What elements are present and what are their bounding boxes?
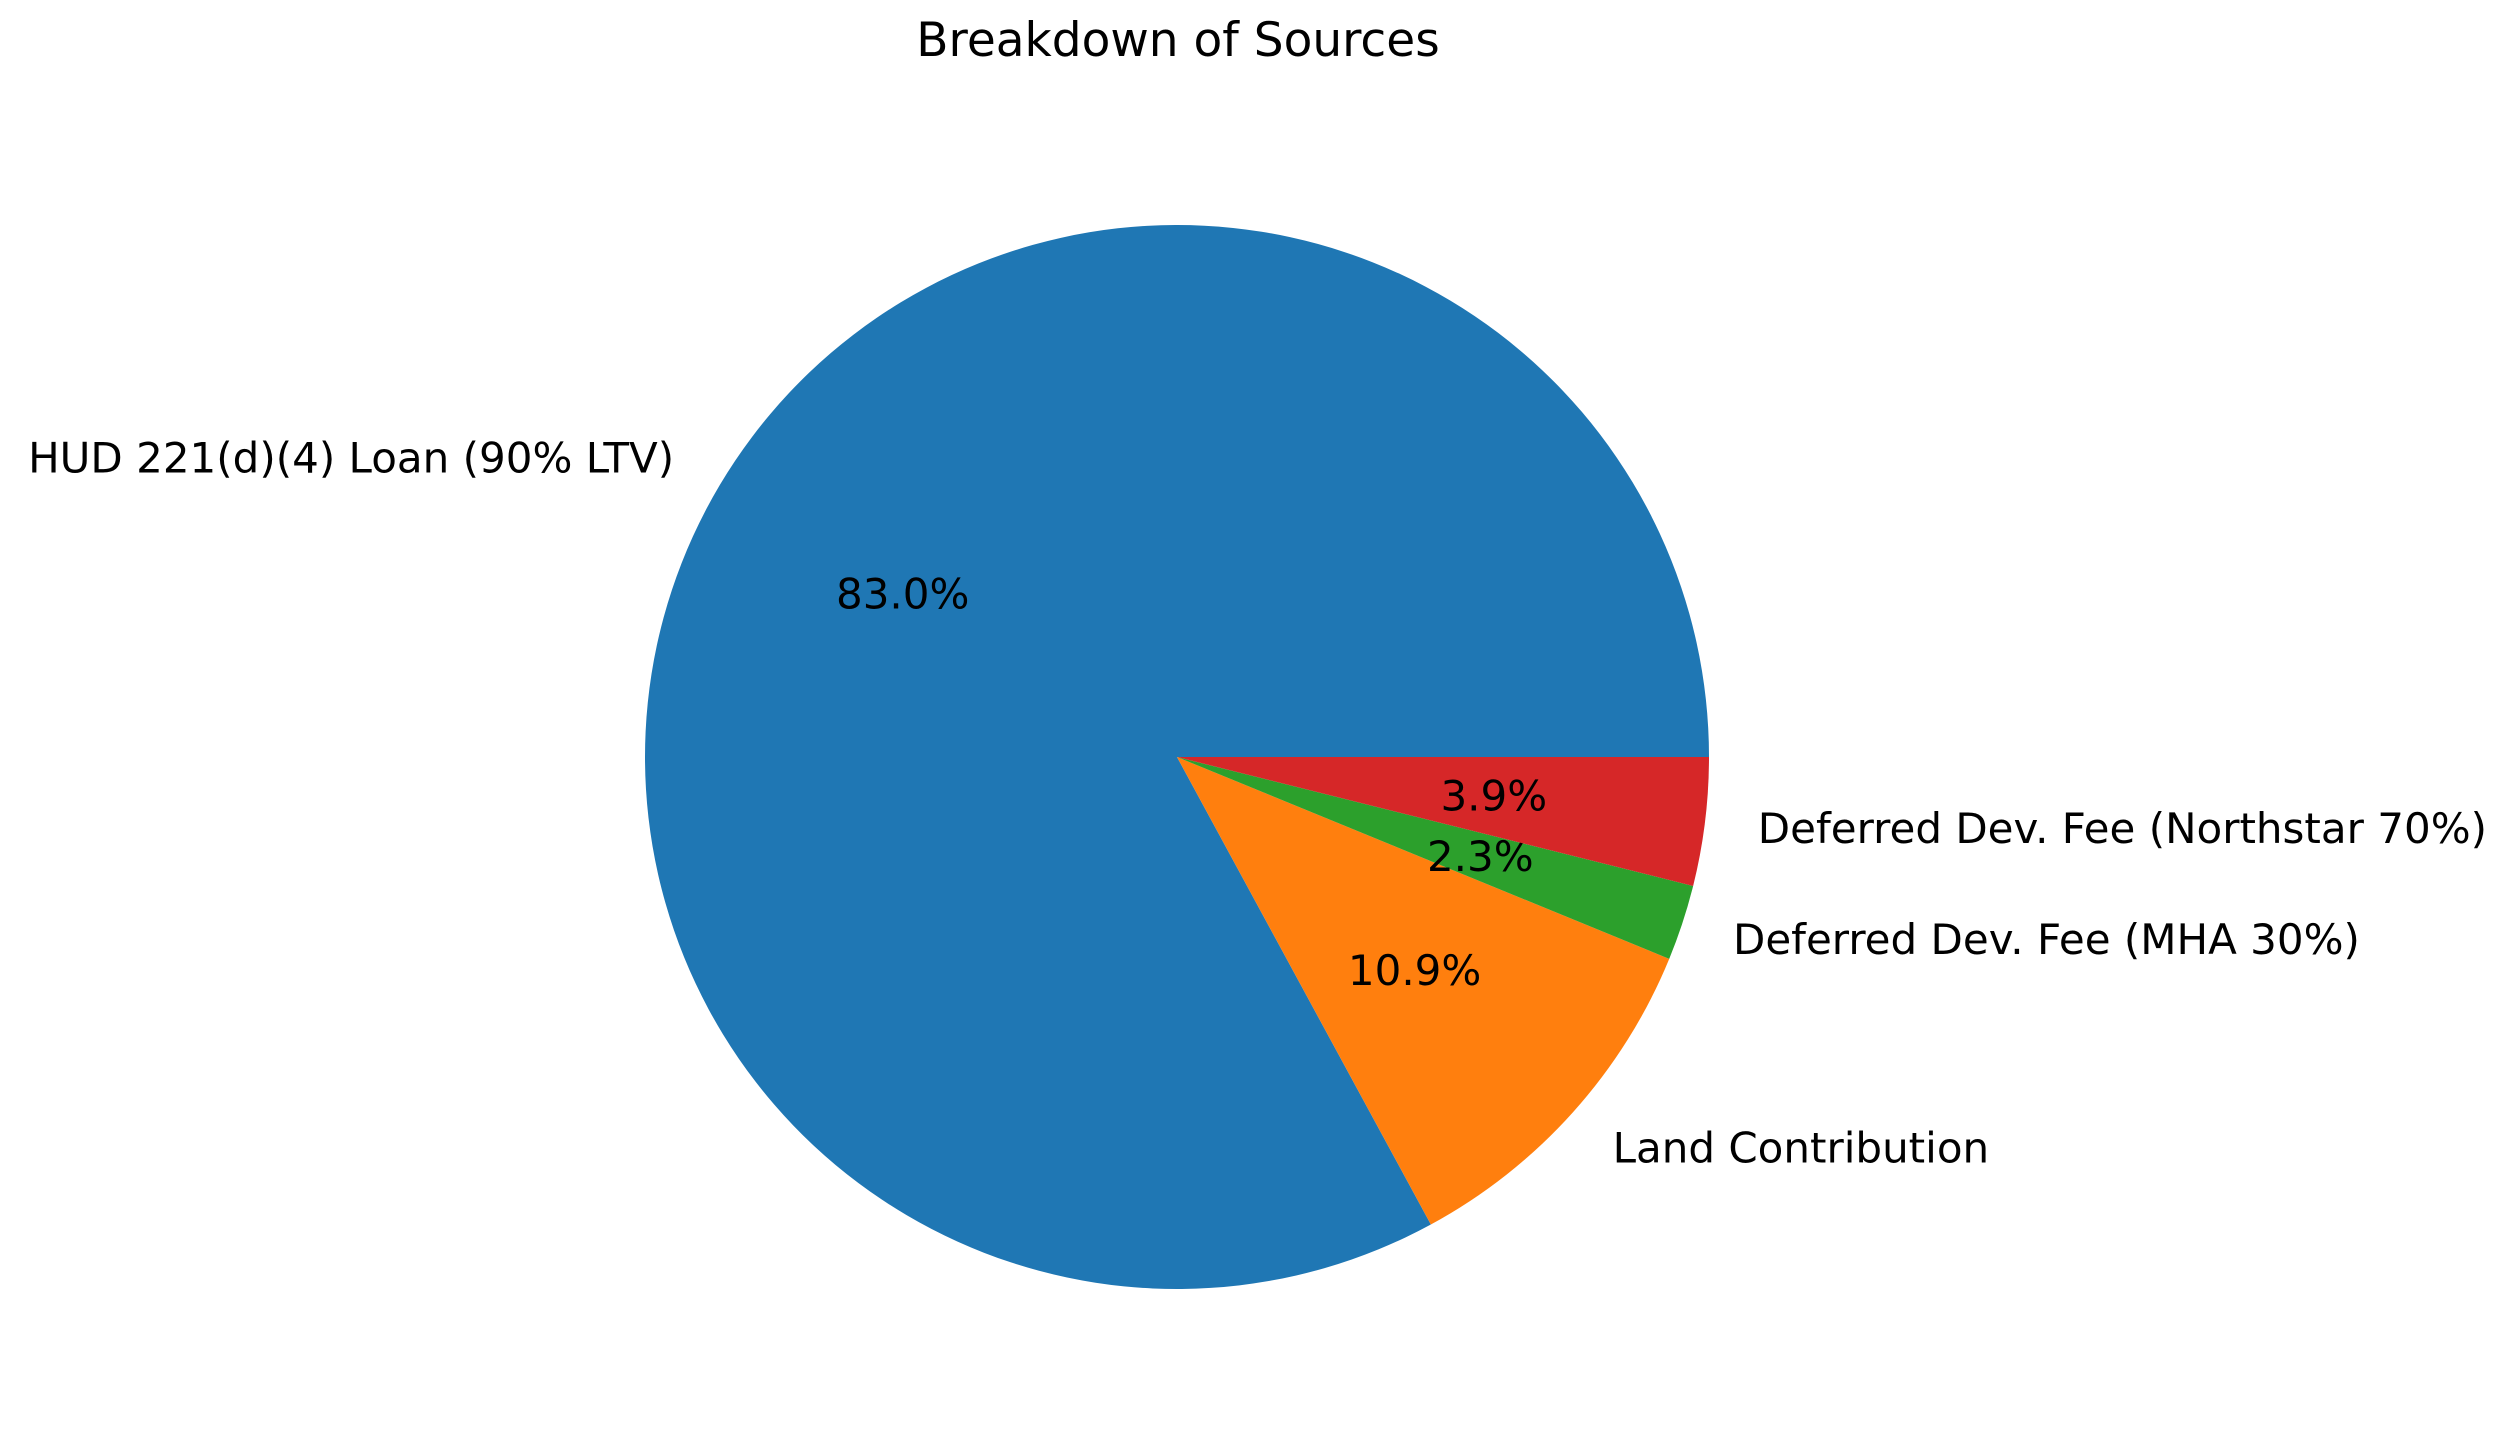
pie-slice-label-2: Deferred Dev. Fee (MHA 30%) (1733, 915, 2360, 964)
pie-slice-label-0: HUD 221(d)(4) Loan (90% LTV) (28, 434, 674, 483)
chart-title: Breakdown of Sources (916, 13, 1440, 68)
pie-slice-label-3: Deferred Dev. Fee (Northstar 70%) (1758, 804, 2487, 853)
pie-wedge-1 (1177, 757, 1670, 1225)
pie-pct-label-1: 10.9% (1348, 946, 1481, 995)
pie-slice-label-1: Land Contribution (1613, 1124, 1990, 1173)
pie-pct-label-0: 83.0% (836, 570, 969, 619)
pie-wedge-0 (645, 224, 1709, 1289)
pie-wedge-3 (1177, 757, 1709, 886)
pie-wedge-2 (1177, 757, 1694, 959)
pie-pct-label-3: 3.9% (1440, 772, 1547, 821)
